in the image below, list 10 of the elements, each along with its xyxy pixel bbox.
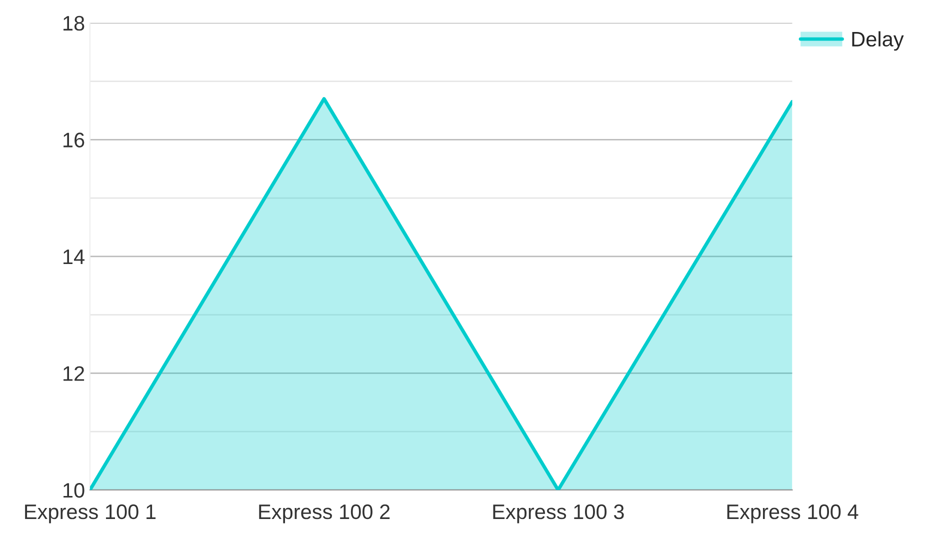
x-tick-label: Express 100 4	[727, 504, 858, 524]
y-tick-label: 16	[64, 132, 84, 148]
y-tick-label: 14	[64, 250, 84, 264]
legend-label: Delay	[852, 31, 904, 51]
y-tick-label: 12	[64, 366, 84, 381]
x-tick-label: Express 100 2	[259, 504, 390, 524]
x-tick-label: Express 100 1	[25, 504, 156, 524]
x-tick-label: Express 100 3	[493, 504, 624, 524]
y-tick-label: 10	[64, 482, 84, 498]
y-tick-label: 18	[64, 16, 84, 31]
